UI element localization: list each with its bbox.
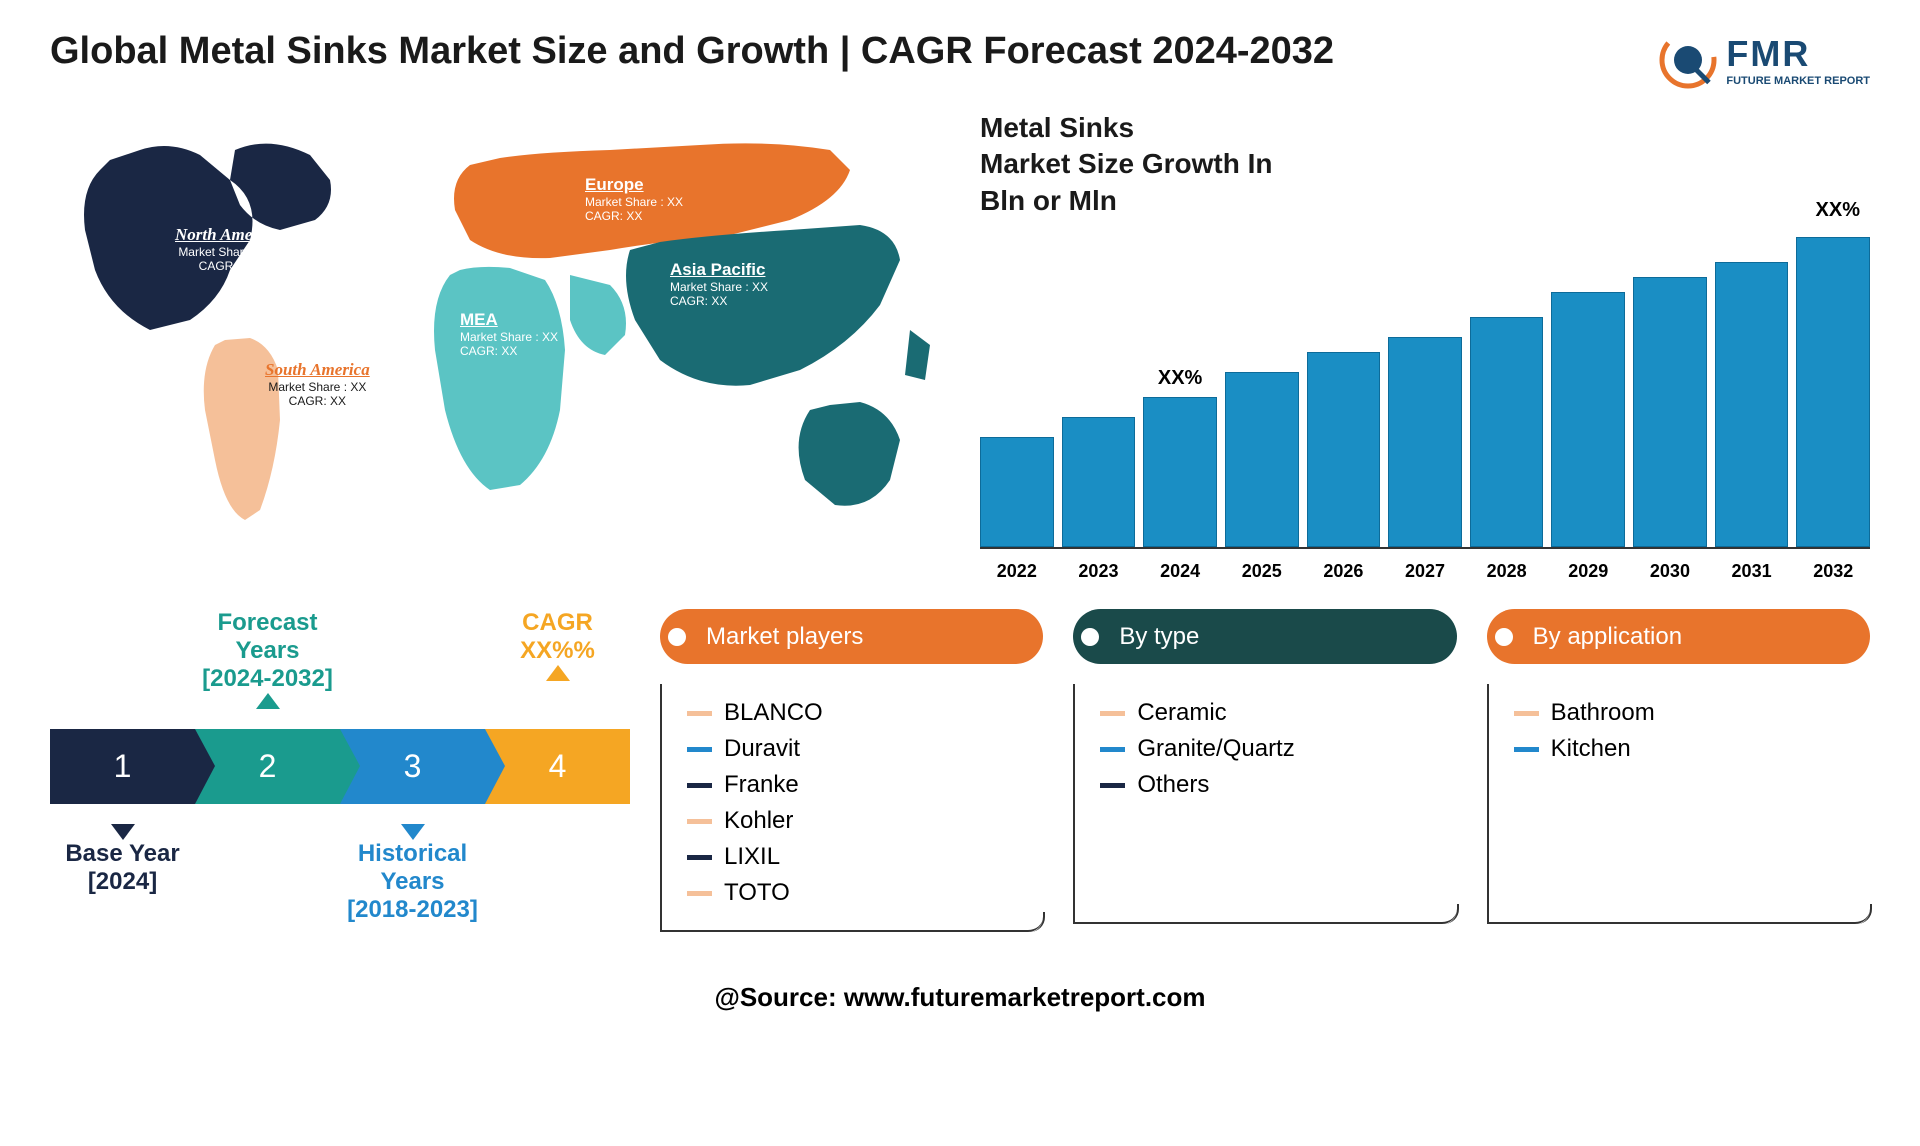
chart-title-l3: Bln or Mln: [980, 185, 1117, 216]
list-item: BLANCO: [687, 699, 1023, 727]
dash-icon: [687, 711, 712, 716]
dash-icon: [687, 783, 712, 788]
tl-cagr-label: CAGR: [522, 609, 593, 636]
bar-chart-section: Metal Sinks Market Size Growth In Bln or…: [980, 110, 1870, 549]
bar-2025: 2025: [1225, 372, 1299, 547]
tl-forecast-range: [2024-2032]: [195, 665, 340, 693]
pill-app-title: By application: [1533, 623, 1682, 651]
timeline: Forecast Years [2024-2032] CAGR XX%% 1 2…: [50, 609, 630, 932]
dash-icon: [687, 855, 712, 860]
list-item: Kohler: [687, 807, 1023, 835]
tl-seg-2: 2: [195, 729, 340, 804]
tl-base-range: [2024]: [50, 868, 195, 896]
tl-cagr-value: XX%%: [485, 637, 630, 665]
tl-hist-range: [2018-2023]: [340, 896, 485, 924]
region-label-sa: South America: [265, 360, 370, 380]
dash-icon: [1514, 711, 1539, 716]
tl-seg-1: 1: [50, 729, 195, 804]
pill-dot-icon: [668, 628, 686, 646]
bar-2029: 2029: [1551, 292, 1625, 547]
bar-2030: 2030: [1633, 277, 1707, 547]
chart-title-l1: Metal Sinks: [980, 112, 1134, 143]
pill-players-title: Market players: [706, 623, 863, 651]
list-item: Bathroom: [1514, 699, 1850, 727]
dash-icon: [1100, 747, 1125, 752]
tl-seg-4: 4: [485, 729, 630, 804]
list-item: Franke: [687, 771, 1023, 799]
region-label-eu: Europe: [585, 175, 683, 195]
region-label-ap: Asia Pacific: [670, 260, 768, 280]
col-by-application: By application Bathroom Kitchen: [1487, 609, 1870, 932]
dash-icon: [1100, 711, 1125, 716]
region-label-mea: MEA: [460, 310, 558, 330]
chart-title-l2: Market Size Growth In: [980, 148, 1273, 179]
dash-icon: [1100, 783, 1125, 788]
list-item: Ceramic: [1100, 699, 1436, 727]
region-mea: [434, 267, 626, 490]
dash-icon: [1514, 747, 1539, 752]
logo-text-sub: FUTURE MARKET REPORT: [1726, 75, 1870, 87]
list-item: TOTO: [687, 879, 1023, 907]
region-label-na: North America: [175, 225, 280, 245]
bar-2024: XX%2024: [1143, 397, 1217, 547]
bar-2023: 2023: [1062, 417, 1136, 547]
bar-2022: 2022: [980, 437, 1054, 547]
bar-2031: 2031: [1715, 262, 1789, 547]
list-item: Granite/Quartz: [1100, 735, 1436, 763]
bar-label-2032: XX%: [1816, 199, 1860, 222]
pill-dot-icon: [1081, 628, 1099, 646]
tl-base-label: Base Year: [65, 840, 179, 867]
page-title: Global Metal Sinks Market Size and Growt…: [50, 30, 1334, 73]
source-text: @Source: www.futuremarketreport.com: [50, 982, 1870, 1013]
bar-2028: 2028: [1470, 317, 1544, 547]
list-item: LIXIL: [687, 843, 1023, 871]
pill-dot-icon: [1495, 628, 1513, 646]
dash-icon: [687, 747, 712, 752]
world-map: North America Market Share : XX CAGR: XX…: [50, 110, 950, 530]
logo-icon: [1658, 30, 1718, 90]
col-market-players: Market players BLANCO Duravit Franke Kohler…: [660, 609, 1043, 932]
logo: FMR FUTURE MARKET REPORT: [1658, 30, 1870, 90]
bar-2026: 2026: [1307, 352, 1381, 547]
col-by-type: By type Ceramic Granite/Quartz Others: [1073, 609, 1456, 932]
list-item: Duravit: [687, 735, 1023, 763]
list-item: Kitchen: [1514, 735, 1850, 763]
dash-icon: [687, 819, 712, 824]
tl-hist-label: Historical Years: [358, 840, 467, 895]
pill-type-title: By type: [1119, 623, 1199, 651]
logo-text-main: FMR: [1726, 33, 1870, 75]
list-item: Others: [1100, 771, 1436, 799]
dash-icon: [687, 891, 712, 896]
tl-forecast-label: Forecast Years: [217, 609, 317, 664]
tl-seg-3: 3: [340, 729, 485, 804]
bar-2032: 2032: [1796, 237, 1870, 547]
bar-2027: 2027: [1388, 337, 1462, 547]
